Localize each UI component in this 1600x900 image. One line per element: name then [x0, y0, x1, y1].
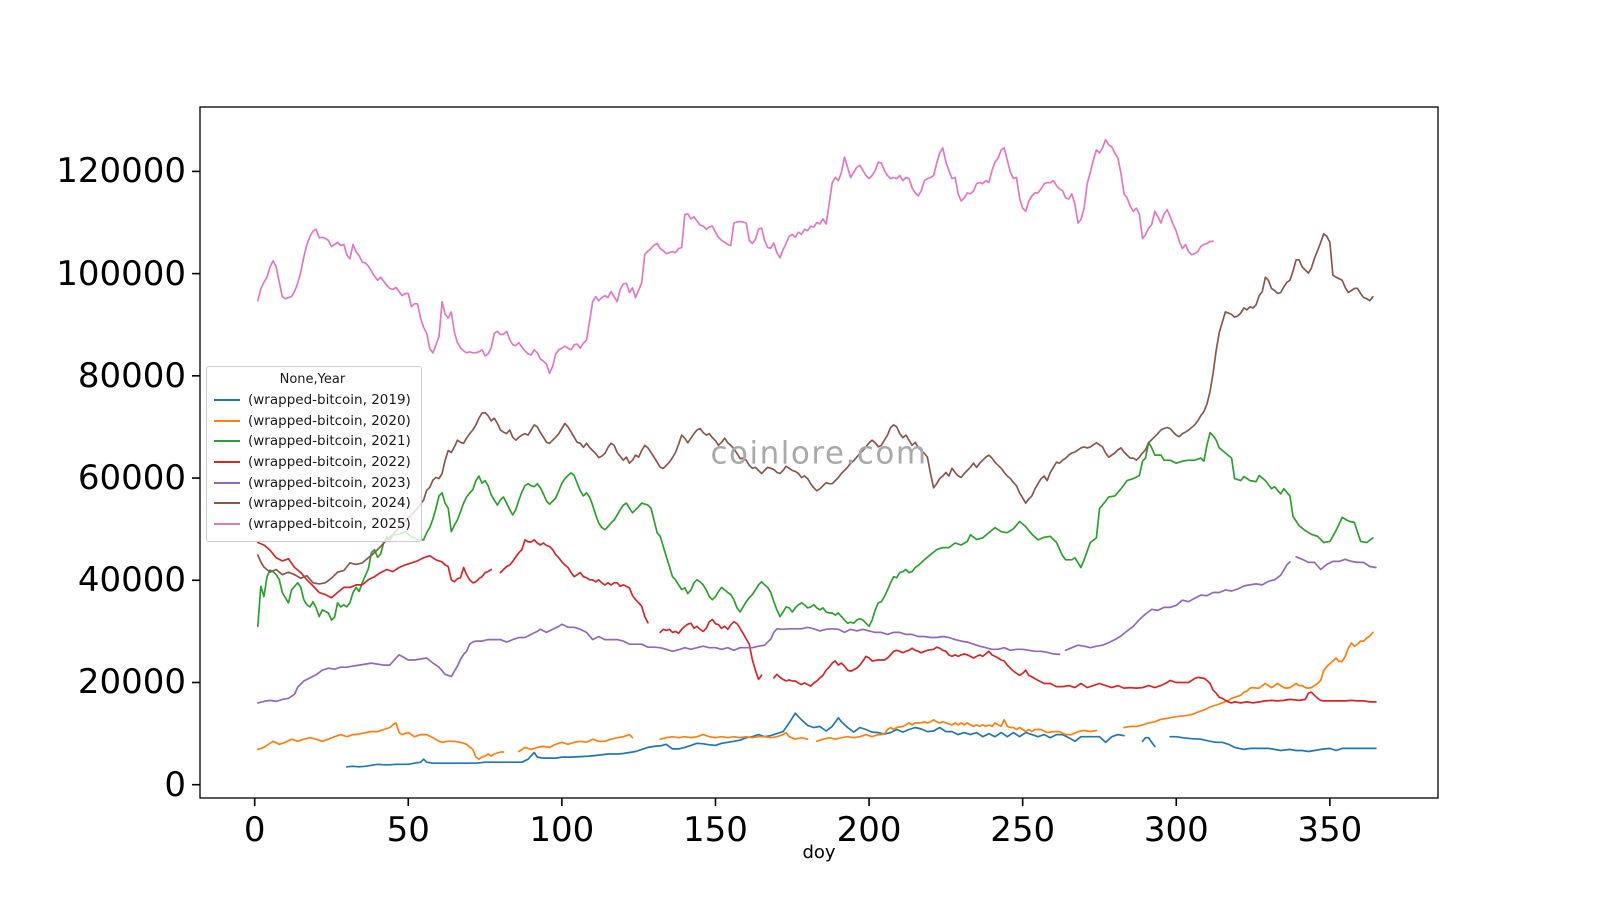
legend-item-2024: (wrapped-bitcoin, 2024): [214, 493, 411, 514]
legend-item-2020: (wrapped-bitcoin, 2020): [214, 411, 411, 432]
legend-item-2019: (wrapped-bitcoin, 2019): [214, 390, 411, 411]
legend-item-2025: (wrapped-bitcoin, 2025): [214, 514, 411, 535]
legend-item-2021: (wrapped-bitcoin, 2021): [214, 431, 411, 452]
series-line-2020: [256, 631, 1374, 761]
legend-label: (wrapped-bitcoin, 2022): [248, 454, 411, 471]
legend-line-swatch: [214, 461, 240, 464]
x-tick-label-200: 200: [836, 810, 902, 850]
legend-line-swatch: [214, 481, 240, 484]
y-tick-label-20000: 20000: [77, 662, 186, 703]
legend-label: (wrapped-bitcoin, 2019): [248, 392, 411, 409]
y-tick-label-40000: 40000: [77, 560, 186, 601]
legend-label: (wrapped-bitcoin, 2021): [248, 433, 411, 450]
legend-line-swatch: [214, 419, 240, 422]
legend-line-swatch: [214, 440, 240, 443]
legend-label: (wrapped-bitcoin, 2020): [248, 412, 411, 429]
y-tick-label-120000: 120000: [56, 151, 186, 192]
x-tick-label-150: 150: [683, 810, 748, 850]
y-tick-label-80000: 80000: [77, 355, 186, 396]
legend-item-2023: (wrapped-bitcoin, 2023): [214, 472, 411, 493]
axes-spines: [199, 106, 1439, 799]
legend-line-swatch: [214, 399, 240, 402]
x-tick-label-100: 100: [529, 810, 595, 850]
y-tick-label-100000: 100000: [56, 253, 186, 294]
x-tick-label-300: 300: [1143, 810, 1209, 850]
x-tick-label-0: 0: [243, 810, 266, 850]
legend-label: (wrapped-bitcoin, 2023): [248, 474, 411, 491]
legend-line-swatch: [214, 502, 240, 505]
legend-rows: (wrapped-bitcoin, 2019) (wrapped-bitcoin,…: [214, 390, 411, 534]
legend-box: None,Year (wrapped-bitcoin, 2019) (wrappe…: [206, 366, 422, 543]
watermark-text: coinlore.com: [710, 435, 928, 472]
series-line-2025: [256, 138, 1214, 375]
legend-line-swatch: [214, 522, 240, 525]
x-tick-label-50: 50: [386, 810, 430, 850]
legend-label: (wrapped-bitcoin, 2024): [248, 495, 411, 512]
legend-label: (wrapped-bitcoin, 2025): [248, 515, 411, 532]
series-line-2019: [345, 712, 1377, 768]
x-tick-label-250: 250: [990, 810, 1056, 850]
y-tick-label-0: 0: [164, 764, 186, 805]
series-line-2021: [256, 431, 1374, 628]
series-line-2022: [256, 539, 1377, 704]
x-tick-label-350: 350: [1297, 810, 1363, 850]
series-line-2024: [256, 232, 1374, 585]
x-axis-label: doy: [802, 842, 836, 863]
y-tick-label-60000: 60000: [77, 458, 186, 499]
legend-title: None,Year: [279, 372, 346, 387]
series-line-2023: [256, 555, 1377, 704]
legend-item-2022: (wrapped-bitcoin, 2022): [214, 452, 411, 473]
